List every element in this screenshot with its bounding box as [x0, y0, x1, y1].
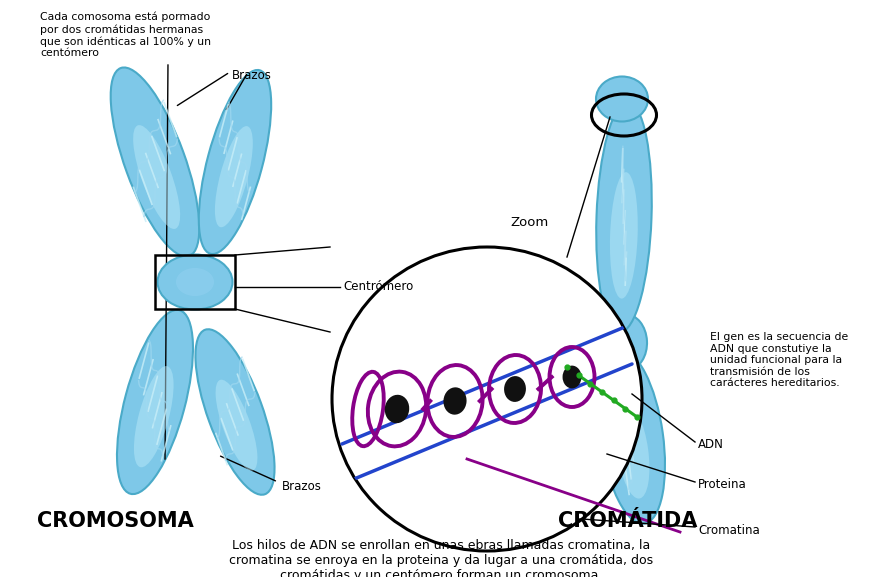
Ellipse shape: [199, 70, 271, 254]
Ellipse shape: [562, 366, 581, 388]
Text: El gen es la secuencia de
ADN que constutiye la
unidad funcional para la
transmi: El gen es la secuencia de ADN que constu…: [710, 332, 849, 388]
Ellipse shape: [599, 350, 665, 524]
Text: Brazos: Brazos: [282, 479, 322, 493]
Text: Los hilos de ADN se enrollan en unas ebras ​llamadas cromatina, la
cromatina se : Los hilos de ADN se enrollan en unas ebr…: [229, 539, 653, 577]
Bar: [155, 255, 235, 309]
Ellipse shape: [332, 247, 642, 551]
Ellipse shape: [385, 395, 409, 423]
Ellipse shape: [157, 254, 232, 309]
Text: Cada comosoma está pormado
por dos cromátidas hermanas
que son idénticas al 100%: Cada comosoma está pormado por dos cromá…: [40, 12, 211, 58]
Ellipse shape: [117, 310, 193, 494]
Text: CROMÁTIDA: CROMÁTIDA: [558, 511, 698, 531]
Text: Centrómero: Centrómero: [343, 280, 413, 294]
Ellipse shape: [176, 268, 214, 296]
Ellipse shape: [596, 102, 652, 332]
Ellipse shape: [215, 126, 253, 227]
Ellipse shape: [195, 329, 275, 494]
Ellipse shape: [215, 380, 258, 471]
Text: Cromatina: Cromatina: [698, 524, 759, 538]
Ellipse shape: [596, 77, 648, 122]
Ellipse shape: [133, 125, 180, 229]
Text: Brazos: Brazos: [232, 69, 272, 82]
Text: ADN: ADN: [698, 439, 724, 451]
Ellipse shape: [616, 403, 649, 499]
Text: CROMOSOMA: CROMOSOMA: [36, 511, 193, 531]
Ellipse shape: [504, 376, 526, 402]
Ellipse shape: [110, 68, 200, 257]
Ellipse shape: [610, 172, 638, 299]
Text: Proteina: Proteina: [698, 478, 747, 492]
Ellipse shape: [443, 387, 466, 415]
Text: Zoom: Zoom: [510, 215, 548, 228]
Ellipse shape: [134, 366, 174, 467]
Ellipse shape: [607, 314, 647, 369]
